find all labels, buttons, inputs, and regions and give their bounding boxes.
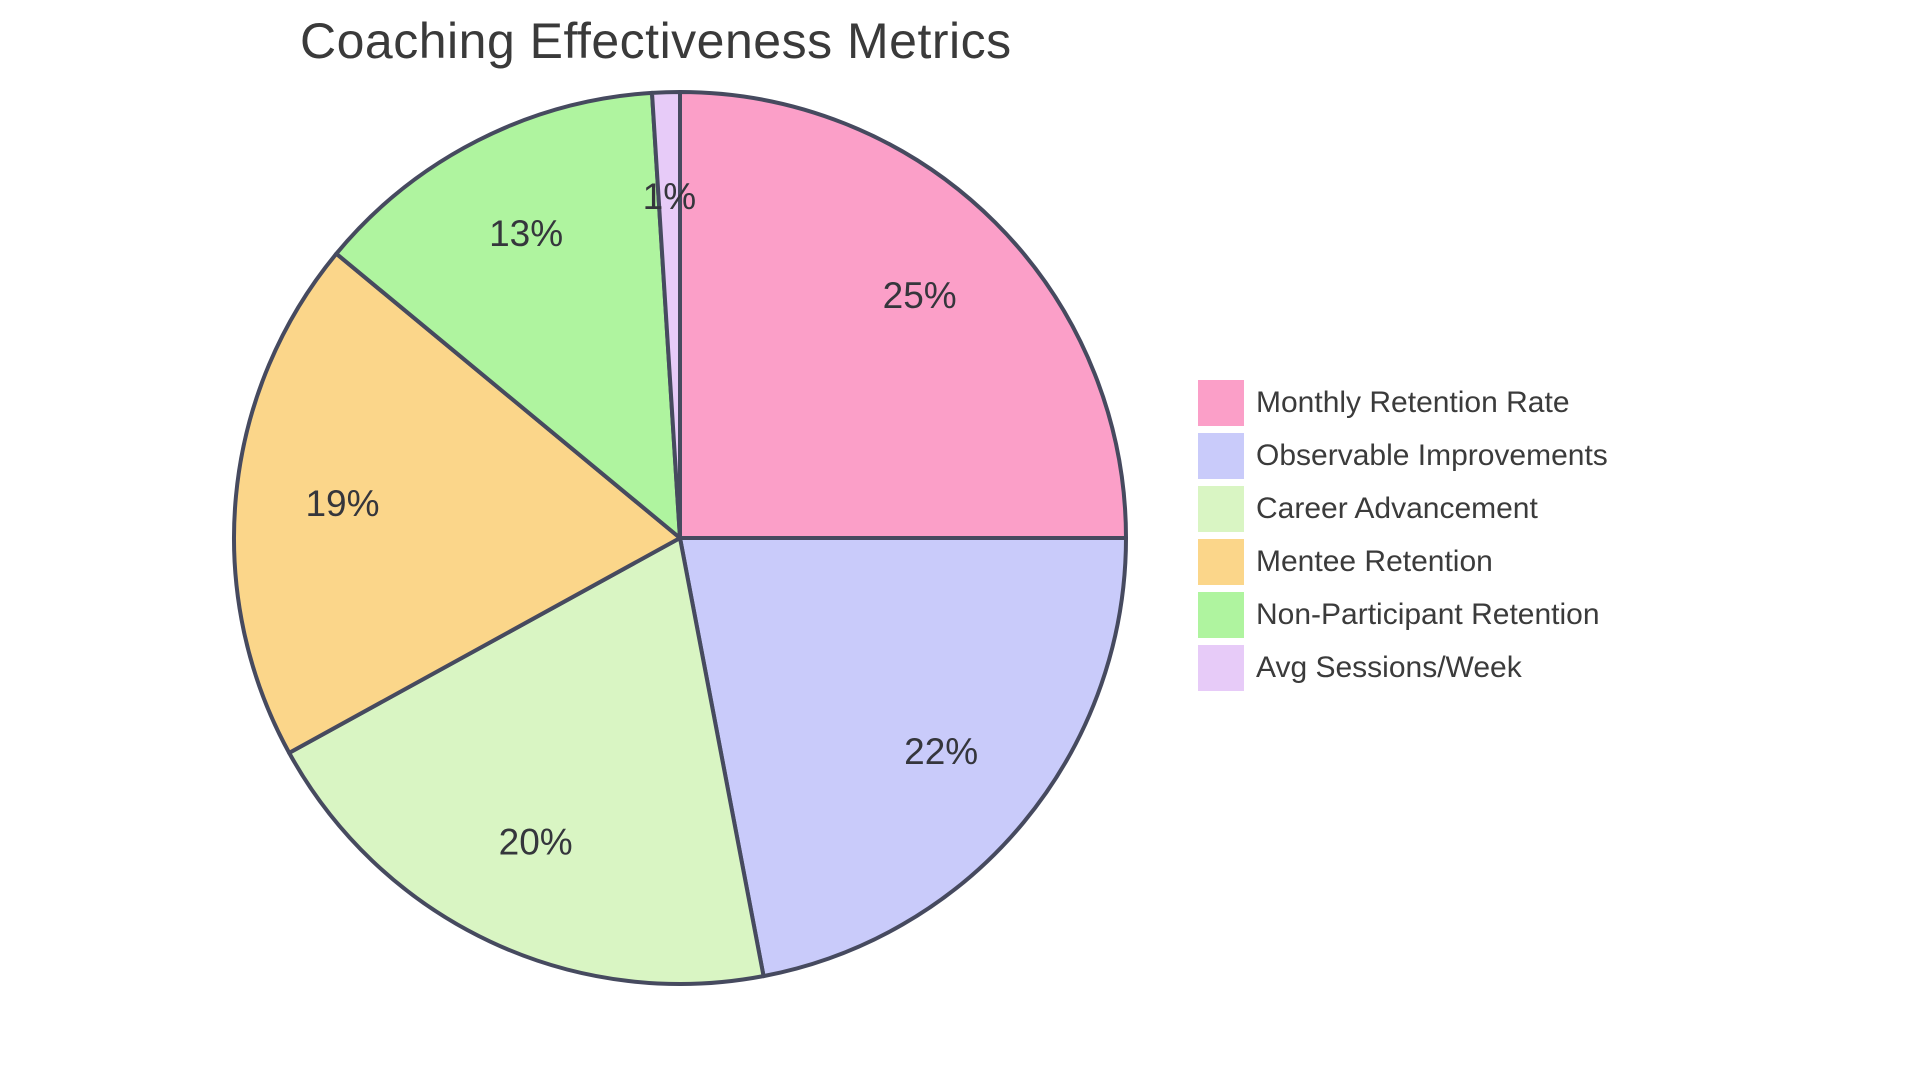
legend-swatch — [1198, 592, 1244, 638]
legend-label: Mentee Retention — [1256, 545, 1493, 578]
legend-swatch — [1198, 433, 1244, 479]
slice-percent-label: 19% — [305, 483, 379, 524]
legend-label: Non-Participant Retention — [1256, 598, 1600, 631]
legend-label: Monthly Retention Rate — [1256, 386, 1570, 419]
pie-slice-monthly-retention-rate[interactable] — [678, 90, 1128, 540]
legend-swatch — [1198, 486, 1244, 532]
legend-item-mentee-retention[interactable]: Mentee Retention — [1198, 539, 1608, 585]
legend-item-observable-improvements[interactable]: Observable Improvements — [1198, 433, 1608, 479]
slice-percent-label: 13% — [489, 213, 563, 254]
slice-percent-label: 20% — [499, 821, 573, 862]
pie-slice-observable-improvements[interactable] — [678, 536, 1128, 979]
legend-label: Career Advancement — [1256, 492, 1538, 525]
pie-slice-mentee-retention[interactable] — [232, 251, 682, 755]
legend: Monthly Retention Rate Observable Improve… — [1198, 380, 1608, 698]
legend-item-monthly-retention-rate[interactable]: Monthly Retention Rate — [1198, 380, 1608, 426]
slice-percent-label: 22% — [904, 731, 978, 772]
pie-slice-avg-sessions-week[interactable] — [650, 90, 682, 540]
legend-label: Observable Improvements — [1256, 439, 1608, 472]
legend-item-non-participant-retention[interactable]: Non-Participant Retention — [1198, 592, 1608, 638]
chart-title: Coaching Effectiveness Metrics — [300, 13, 1012, 69]
pie-slice-career-advancement[interactable] — [287, 536, 766, 986]
slice-percent-label: 25% — [883, 275, 957, 316]
legend-item-avg-sessions-week[interactable]: Avg Sessions/Week — [1198, 645, 1608, 691]
legend-item-career-advancement[interactable]: Career Advancement — [1198, 486, 1608, 532]
legend-swatch — [1198, 380, 1244, 426]
pie-slice-non-participant-retention[interactable] — [334, 90, 682, 540]
legend-swatch — [1198, 539, 1244, 585]
legend-label: Avg Sessions/Week — [1256, 651, 1522, 684]
legend-swatch — [1198, 645, 1244, 691]
slice-percent-label: 1% — [643, 176, 696, 217]
